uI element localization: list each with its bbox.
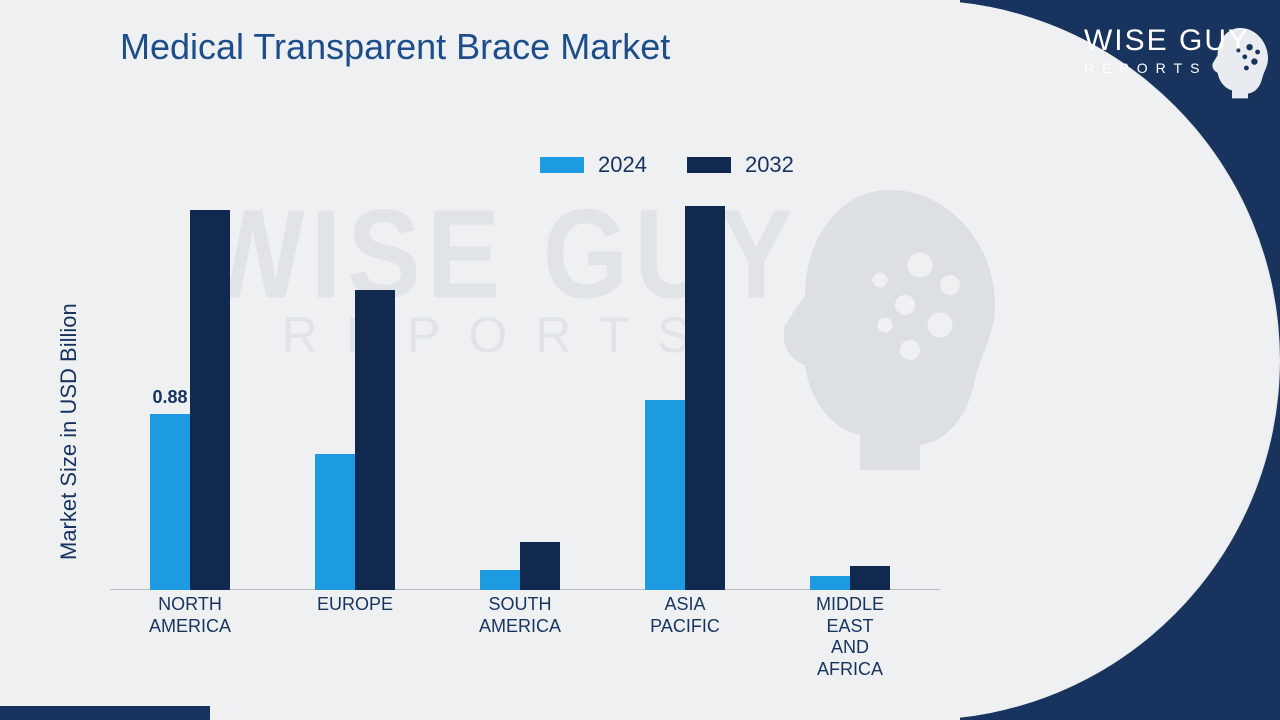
bar-group xyxy=(645,206,725,590)
x-tick-label: EUROPE xyxy=(285,594,425,616)
bar-2032 xyxy=(190,210,230,590)
bar-2032 xyxy=(685,206,725,590)
bar-2024 xyxy=(480,570,520,590)
bar-2024 xyxy=(315,454,355,590)
legend-label-2024: 2024 xyxy=(598,152,647,178)
plot-area: 0.88 xyxy=(110,190,940,590)
bar-2032 xyxy=(520,542,560,590)
x-tick-label: MIDDLE EAST AND AFRICA xyxy=(780,594,920,680)
x-axis-labels: NORTH AMERICA EUROPE SOUTH AMERICA ASIA PAC… xyxy=(110,594,940,714)
legend-item-2024: 2024 xyxy=(540,152,647,178)
x-tick-label: SOUTH AMERICA xyxy=(450,594,590,637)
bar-group xyxy=(480,542,560,590)
bar-value-label: 0.88 xyxy=(152,387,187,408)
footer-accent-bar xyxy=(0,706,210,720)
bar-2024 xyxy=(645,400,685,590)
bar-2032 xyxy=(850,566,890,590)
bar-2024 xyxy=(150,414,190,590)
legend-swatch-2032 xyxy=(687,157,731,173)
legend-label-2032: 2032 xyxy=(745,152,794,178)
legend: 2024 2032 xyxy=(540,152,794,178)
legend-swatch-2024 xyxy=(540,157,584,173)
x-tick-label: NORTH AMERICA xyxy=(120,594,260,637)
bar-group xyxy=(810,566,890,590)
x-tick-label: ASIA PACIFIC xyxy=(615,594,755,637)
bar-2024 xyxy=(810,576,850,590)
chart-title: Medical Transparent Brace Market xyxy=(120,26,670,68)
bar-2032 xyxy=(355,290,395,590)
bar-group xyxy=(315,290,395,590)
brand-head-icon xyxy=(1200,20,1280,100)
y-axis-label: Market Size in USD Billion xyxy=(56,303,82,560)
infographic-canvas: WISE GUY REPORTS Medical Transparent Bra… xyxy=(0,0,1280,720)
legend-item-2032: 2032 xyxy=(687,152,794,178)
